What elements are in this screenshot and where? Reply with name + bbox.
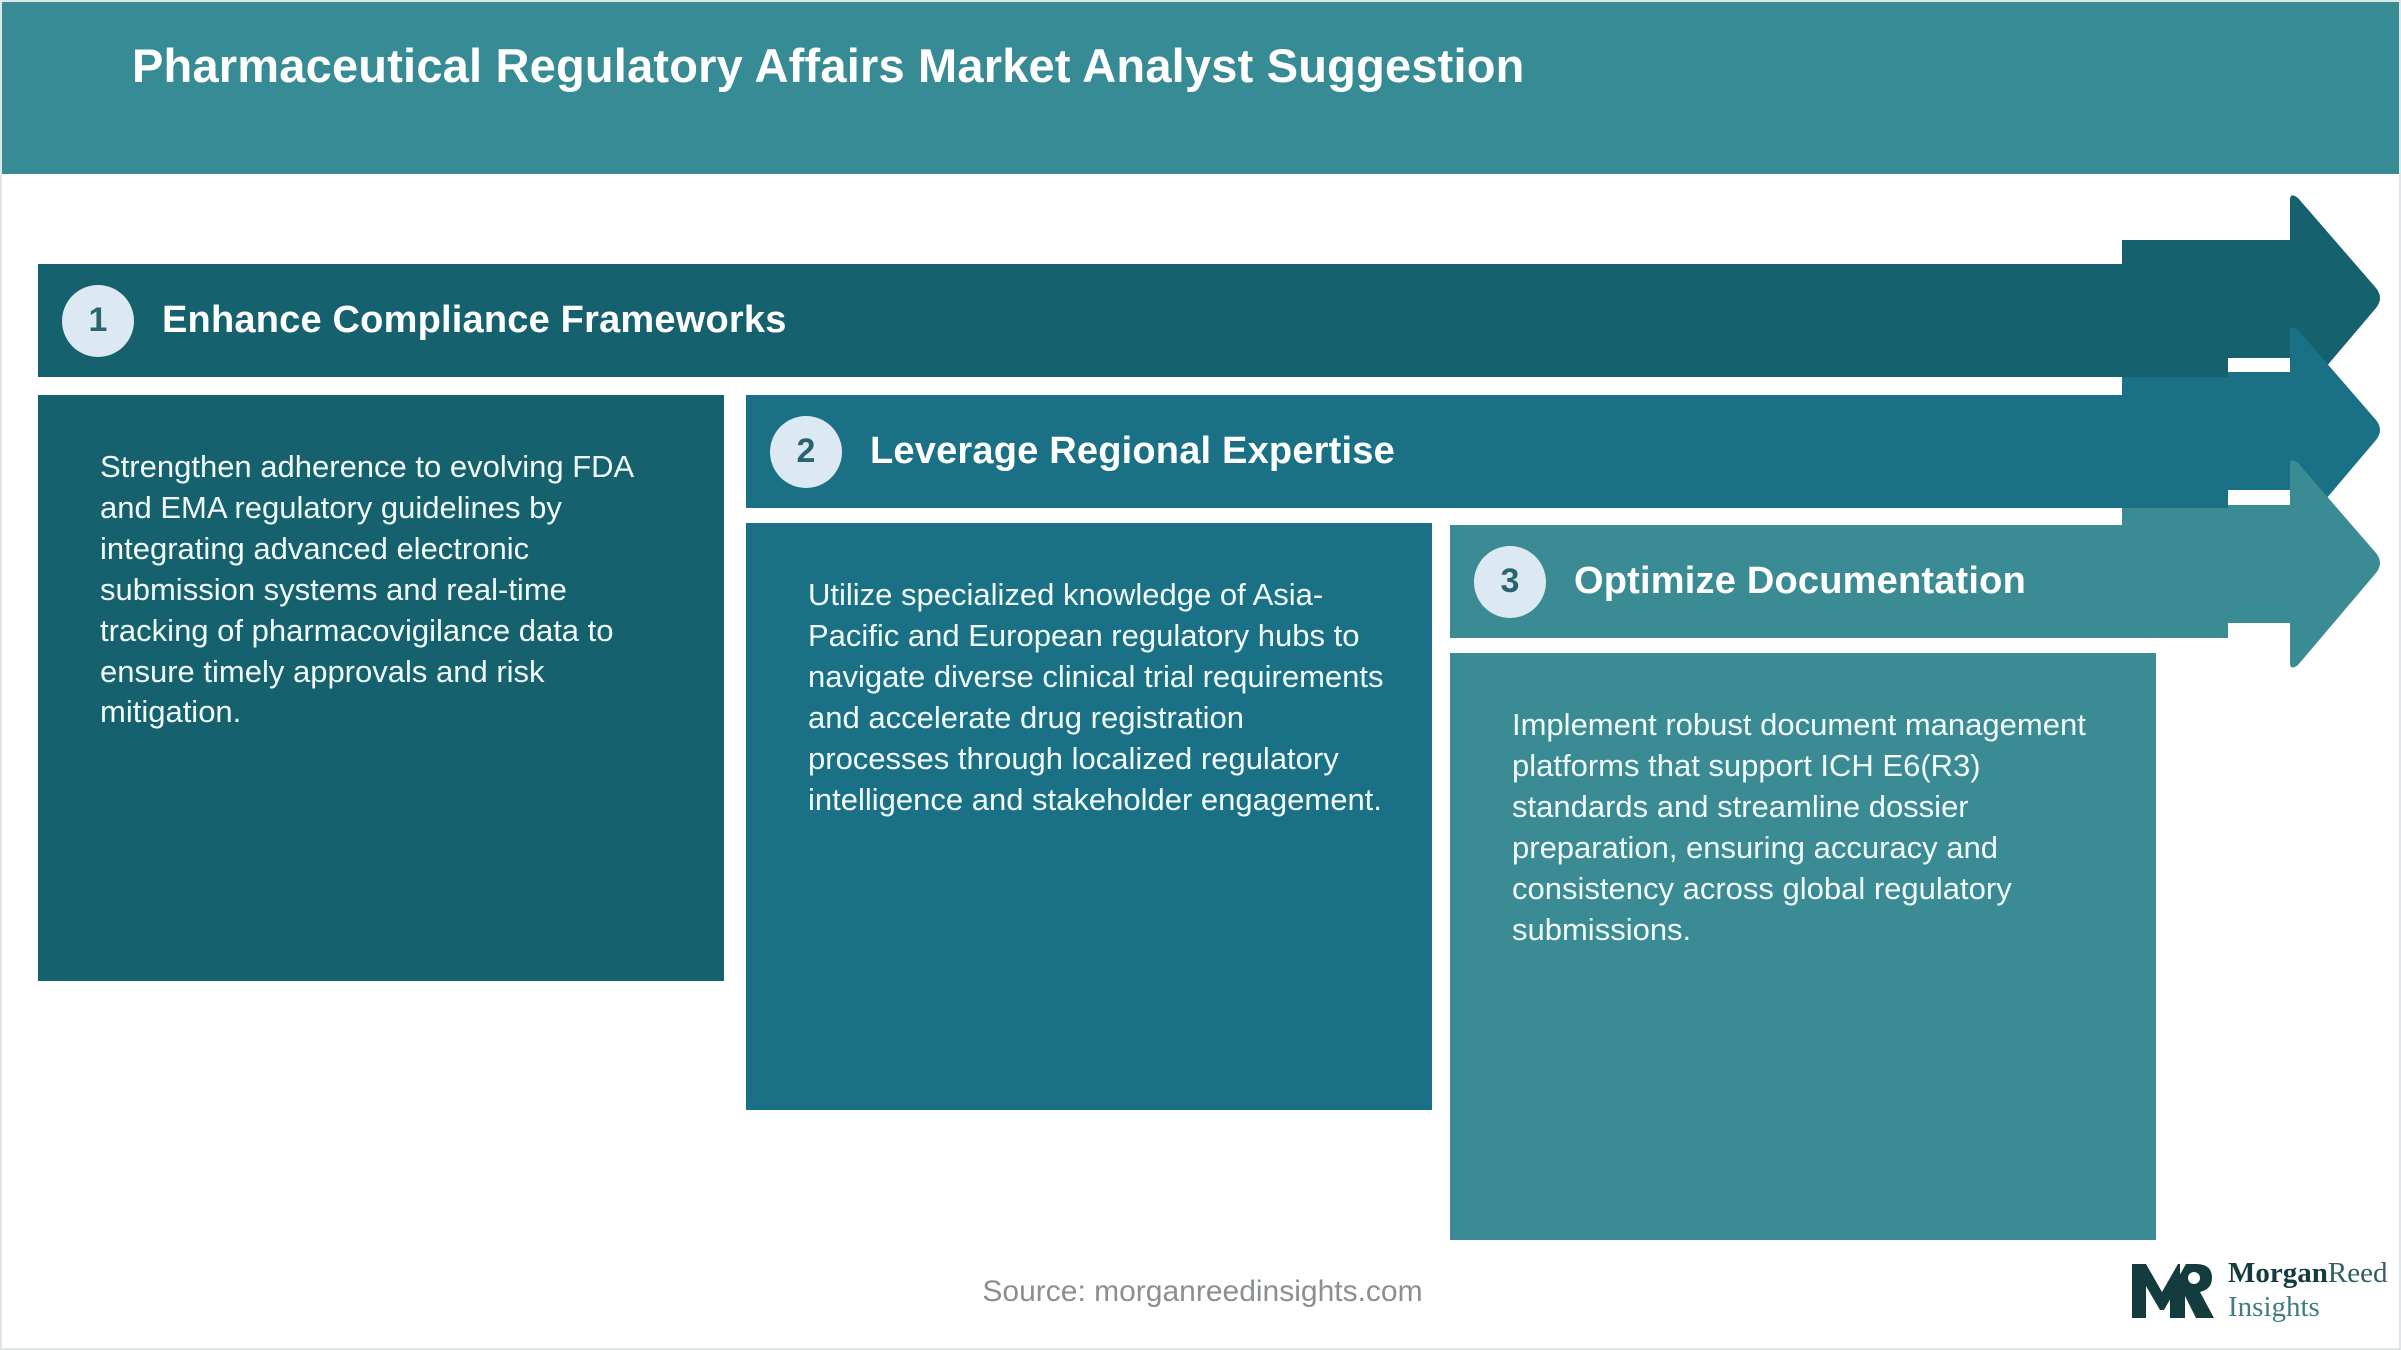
page-title: Pharmaceutical Regulatory Affairs Market… — [132, 39, 1525, 92]
step-title-2: Leverage Regional Expertise — [870, 430, 1395, 472]
source-note: Source: morganreedinsights.com — [982, 1275, 1423, 1308]
mr-monogram-icon — [2132, 1264, 2214, 1318]
step-banner-2[interactable]: 2 Leverage Regional Expertise — [746, 395, 2228, 508]
step-card-2: Utilize specialized knowledge of Asia-Pa… — [746, 523, 1432, 1110]
step-banner-1[interactable]: 1 Enhance Compliance Frameworks — [38, 264, 2228, 377]
step-card-1: Strengthen adherence to evolving FDA and… — [38, 395, 724, 981]
step-title-3: Optimize Documentation — [1574, 560, 2026, 602]
step-banner-3[interactable]: 3 Optimize Documentation — [1450, 525, 2228, 638]
step-body-1: Strengthen adherence to evolving FDA and… — [100, 449, 633, 730]
step-body-2: Utilize specialized knowledge of Asia-Pa… — [808, 577, 1384, 817]
logo-name: MorganReed — [2228, 1256, 2388, 1289]
logo-name-light: Reed — [2327, 1256, 2388, 1289]
logo-tagline: Insights — [2228, 1290, 2320, 1323]
step-number-badge-3: 3 — [1474, 545, 1546, 618]
step-card-3: Implement robust document management pla… — [1450, 653, 2156, 1240]
step-title-1: Enhance Compliance Frameworks — [162, 299, 787, 341]
step-number-badge-2: 2 — [770, 415, 842, 488]
brand-logo: MorganReed Insights — [2130, 1258, 2387, 1322]
step-body-3: Implement robust document management pla… — [1512, 707, 2086, 947]
header-bar: Pharmaceutical Regulatory Affairs Market… — [2, 2, 2399, 174]
step-number-badge-1: 1 — [62, 284, 134, 357]
logo-name-bold: Morgan — [2228, 1256, 2328, 1289]
